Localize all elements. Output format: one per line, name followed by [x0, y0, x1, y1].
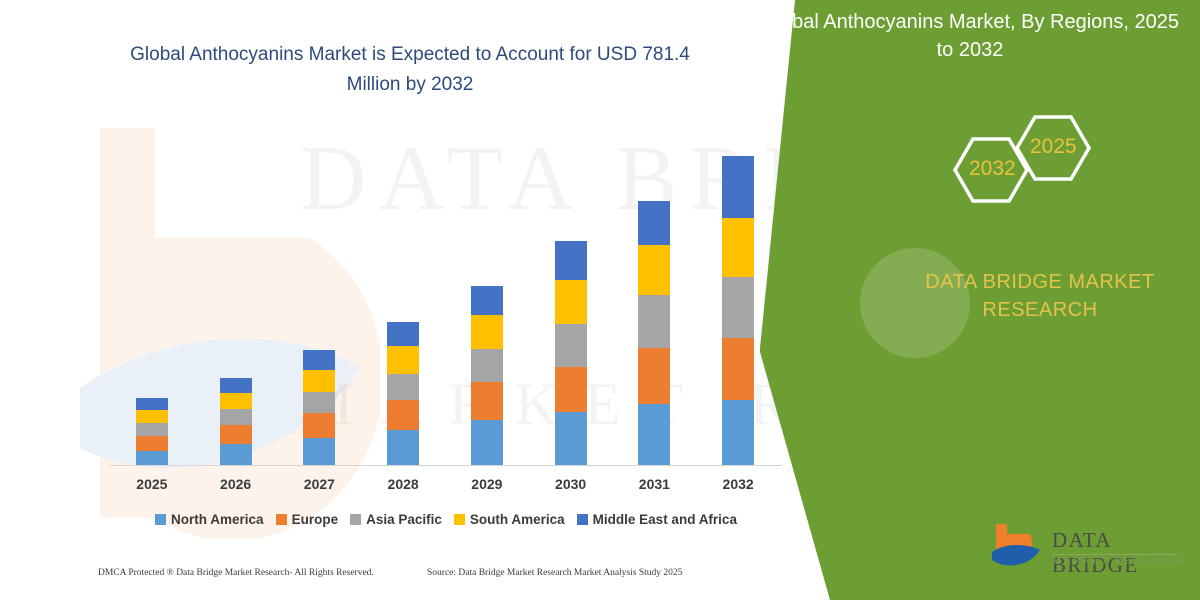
legend-item-north-america[interactable]: North America [155, 512, 264, 527]
bar-segment-south-america [638, 245, 671, 295]
bar-segment-europe [303, 413, 336, 438]
x-axis-label-2025: 2025 [136, 476, 168, 492]
bar-segment-asia-pacific [303, 392, 336, 413]
bar-segment-south-america [554, 280, 587, 324]
hexagon-label-2032: 2032 [969, 157, 1016, 180]
bar-segment-europe [135, 436, 168, 451]
bar-segment-middle-east-and-africa [303, 350, 336, 370]
legend-label: South America [469, 512, 565, 527]
x-axis-label-2028: 2028 [387, 476, 419, 492]
bar-segment-middle-east-and-africa [722, 156, 755, 218]
bar-segment-north-america [638, 404, 671, 466]
x-axis-label-2031: 2031 [638, 476, 670, 492]
bar-segment-middle-east-and-africa [135, 398, 168, 410]
legend-item-asia-pacific[interactable]: Asia Pacific [350, 512, 442, 527]
footer-copyright: DMCA Protected ® Data Bridge Market Rese… [98, 568, 374, 578]
bar-segment-asia-pacific [470, 349, 503, 382]
bar-2029 [470, 286, 503, 466]
bar-segment-south-america [303, 370, 336, 392]
legend-label: Europe [291, 512, 339, 527]
data-bridge-mark-icon [992, 524, 1040, 566]
legend-swatch-icon [155, 514, 167, 525]
bar-segment-asia-pacific [219, 409, 252, 425]
x-axis-label-2029: 2029 [471, 476, 503, 492]
bar-2030 [554, 241, 587, 466]
legend-swatch-icon [350, 514, 362, 525]
legend-label: Middle East and Africa [592, 512, 737, 527]
legend-label: North America [171, 512, 264, 527]
hexagon-outlines-icon [952, 115, 1092, 203]
x-axis-line [110, 465, 782, 466]
bar-segment-south-america [219, 393, 252, 409]
hexagon-label-2025: 2025 [1030, 135, 1077, 158]
bar-segment-south-america [470, 315, 503, 349]
bar-segment-middle-east-and-africa [219, 378, 252, 393]
logo-divider [1052, 554, 1176, 555]
page-title: Global Anthocyanins Market is Expected t… [130, 44, 690, 95]
x-axis-label-2026: 2026 [220, 476, 252, 492]
stacked-bar-chart [110, 140, 780, 466]
bar-segment-north-america [303, 438, 336, 466]
bar-segment-europe [387, 400, 420, 430]
bar-segment-asia-pacific [554, 324, 587, 367]
x-axis-label-2032: 2032 [722, 476, 754, 492]
panel-brand-name: DATA BRIDGE MARKET RESEARCH [925, 271, 1155, 321]
company-logo: DATA BRIDGE MARKET RESEARCH [990, 520, 1190, 582]
hexagon-group: 2032 2025 [925, 110, 1125, 230]
legend-swatch-icon [453, 514, 465, 525]
bar-segment-europe [219, 425, 252, 444]
logo-name-main: DATA BRIDGE [1052, 528, 1139, 577]
legend-swatch-icon [576, 514, 588, 525]
bar-2031 [638, 201, 671, 466]
bar-segment-asia-pacific [387, 374, 420, 400]
x-axis-labels: 2025 2026 2027 2028 2029 2030 2031 2032 [110, 476, 782, 498]
bar-segment-middle-east-and-africa [387, 322, 420, 346]
bar-segment-europe [638, 348, 671, 404]
bar-segment-north-america [135, 451, 168, 466]
bar-segment-north-america [470, 420, 503, 466]
legend-label: Asia Pacific [366, 512, 442, 527]
x-axis-label-2027: 2027 [303, 476, 335, 492]
chart-legend: North America Europe Asia Pacific South Ame… [110, 512, 782, 527]
bar-segment-europe [554, 367, 587, 412]
bar-2026 [219, 378, 252, 466]
panel-decorative-circle [860, 248, 970, 358]
bar-segment-asia-pacific [722, 277, 755, 338]
bar-segment-middle-east-and-africa [470, 286, 503, 315]
x-axis-label-2030: 2030 [555, 476, 587, 492]
bar-segment-north-america [219, 444, 252, 466]
legend-item-middle-east-and-africa[interactable]: Middle East and Africa [576, 512, 737, 527]
bar-segment-south-america [387, 346, 420, 374]
bar-segment-north-america [722, 400, 755, 466]
bar-segment-middle-east-and-africa [554, 241, 587, 280]
legend-item-europe[interactable]: Europe [275, 512, 339, 527]
bar-segment-north-america [554, 412, 587, 466]
bar-segment-asia-pacific [135, 423, 168, 436]
bar-segment-south-america [135, 410, 168, 423]
right-green-panel [760, 0, 1200, 600]
bar-segment-middle-east-and-africa [638, 201, 671, 245]
legend-item-south-america[interactable]: South America [453, 512, 565, 527]
logo-name-sub: MARKET RESEARCH [1052, 556, 1188, 567]
bar-2032 [722, 156, 755, 466]
bar-segment-south-america [722, 218, 755, 277]
bar-segment-europe [470, 382, 503, 420]
bar-2028 [387, 322, 420, 466]
bar-segment-north-america [387, 430, 420, 466]
panel-title: Global Anthocyanins Market, By Regions, … [760, 11, 1180, 61]
bar-2027 [303, 350, 336, 466]
bar-2025 [135, 398, 168, 466]
legend-swatch-icon [275, 514, 287, 525]
footer-source: Source: Data Bridge Market Research Mark… [427, 568, 683, 578]
bar-segment-europe [722, 338, 755, 400]
bar-segment-asia-pacific [638, 295, 671, 348]
